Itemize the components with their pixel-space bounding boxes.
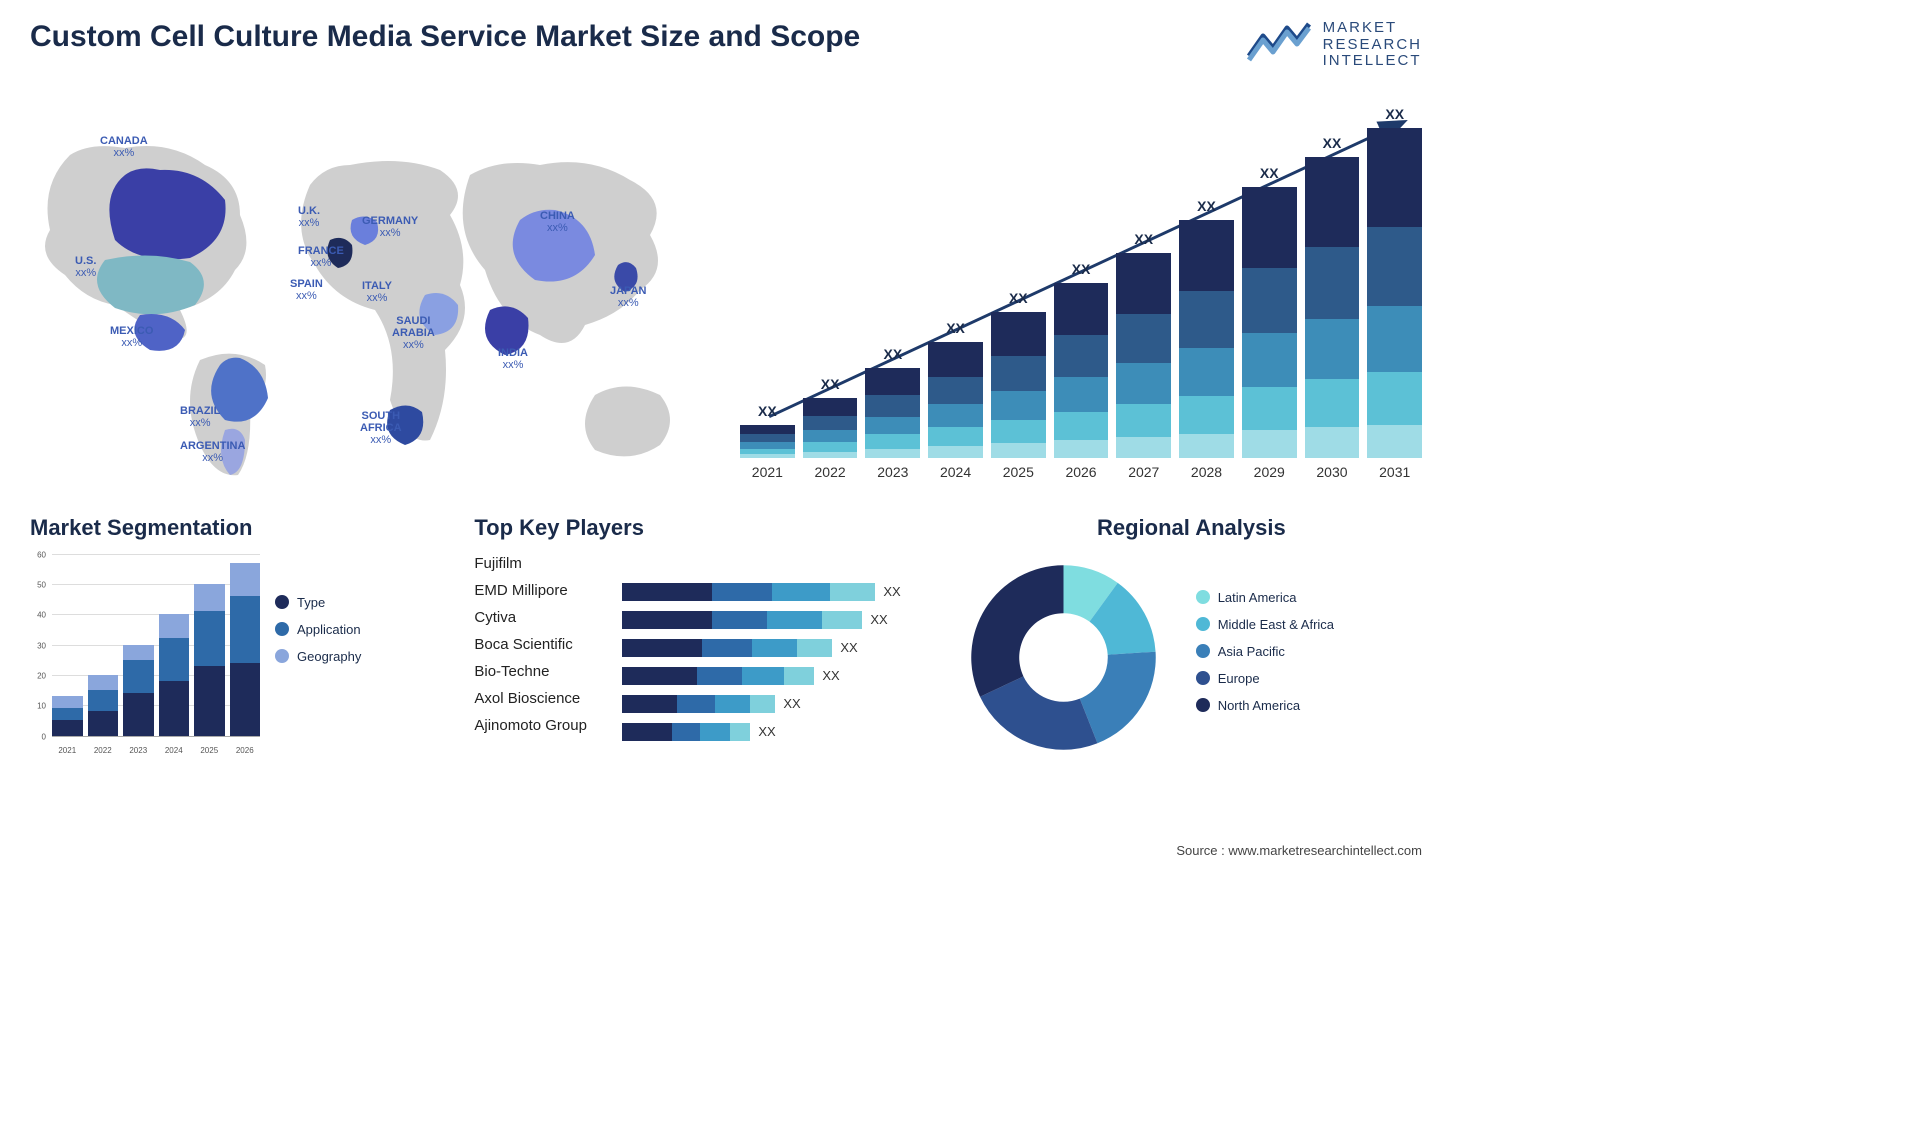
growth-bar: XX — [1054, 283, 1109, 458]
regional-chart: Latin America Middle East & Africa Asia Pa… — [961, 555, 1422, 760]
map-label: CHINAxx% — [540, 210, 575, 234]
growth-bar: XX — [1242, 187, 1297, 458]
brand-logo: MARKET RESEARCH INTELLECT — [1247, 20, 1422, 70]
player-bar-row: XX — [622, 583, 900, 601]
legend-item: Middle East & Africa — [1196, 617, 1334, 632]
regional-title: Regional Analysis — [961, 515, 1422, 541]
map-label: GERMANYxx% — [362, 215, 418, 239]
logo-icon — [1247, 22, 1311, 67]
growth-bar: XX — [803, 398, 858, 457]
player-name: Boca Scientific — [474, 636, 604, 653]
segmentation-title: Market Segmentation — [30, 515, 449, 541]
player-name: Fujifilm — [474, 555, 604, 572]
legend-item: Type — [275, 595, 361, 610]
growth-bar: XX — [928, 342, 983, 457]
player-bar-row: XX — [622, 611, 900, 629]
regional-donut — [961, 555, 1166, 760]
legend-item: Geography — [275, 649, 361, 664]
player-bar-row: XX — [622, 639, 900, 657]
map-label: SAUDIARABIAxx% — [392, 315, 435, 351]
map-label: U.S.xx% — [75, 255, 96, 279]
regional-legend: Latin America Middle East & Africa Asia Pa… — [1196, 590, 1334, 725]
key-players-title: Top Key Players — [474, 515, 935, 541]
segmentation-bar — [159, 614, 190, 735]
segmentation-bar — [52, 696, 83, 735]
growth-bar: XX — [1367, 128, 1422, 458]
map-label: BRAZILxx% — [180, 405, 220, 429]
legend-item: Latin America — [1196, 590, 1334, 605]
map-label: SPAINxx% — [290, 278, 323, 302]
growth-bar: XX — [865, 368, 920, 457]
player-bar-row: XX — [622, 695, 900, 713]
growth-bar: XX — [1305, 157, 1360, 457]
growth-bar: XX — [1179, 220, 1234, 458]
segmentation-chart: 0102030405060 202120222023202420252026 — [30, 555, 260, 755]
legend-item: North America — [1196, 698, 1334, 713]
legend-item: Asia Pacific — [1196, 644, 1334, 659]
growth-chart: XXXXXXXXXXXXXXXXXXXXXX 20212022202320242… — [740, 100, 1422, 480]
page-title: Custom Cell Culture Media Service Market… — [30, 20, 860, 54]
source-label: Source : www.marketresearchintellect.com — [1176, 843, 1422, 858]
map-label: JAPANxx% — [610, 285, 646, 309]
map-label: INDIAxx% — [498, 347, 528, 371]
map-label: U.K.xx% — [298, 205, 320, 229]
player-name: Ajinomoto Group — [474, 717, 604, 734]
logo-text: MARKET RESEARCH INTELLECT — [1323, 20, 1422, 70]
legend-item: Europe — [1196, 671, 1334, 686]
world-map: CANADAxx% U.S.xx% MEXICOxx% BRAZILxx% ARGENT… — [30, 100, 710, 480]
player-name: Bio-Techne — [474, 663, 604, 680]
player-bar-row: XX — [622, 667, 900, 685]
segmentation-legend: Type Application Geography — [275, 595, 361, 676]
legend-item: Application — [275, 622, 361, 637]
segmentation-bar — [230, 563, 261, 736]
segmentation-bar — [88, 675, 119, 736]
map-label: SOUTHAFRICAxx% — [360, 410, 402, 446]
map-label: ITALYxx% — [362, 280, 392, 304]
map-label: MEXICOxx% — [110, 325, 153, 349]
growth-bar: XX — [991, 312, 1046, 457]
player-name: Cytiva — [474, 609, 604, 626]
map-label: CANADAxx% — [100, 135, 148, 159]
player-name: EMD Millipore — [474, 582, 604, 599]
map-label: ARGENTINAxx% — [180, 440, 245, 464]
key-players-chart: Fujifilm EMD Millipore Cytiva Boca Scientif… — [474, 555, 935, 741]
map-label: FRANCExx% — [298, 245, 344, 269]
player-name: Axol Bioscience — [474, 690, 604, 707]
donut-slice — [971, 565, 1063, 697]
growth-bar: XX — [1116, 253, 1171, 458]
player-bar-row: XX — [622, 723, 900, 741]
segmentation-bar — [123, 645, 154, 736]
growth-bar: XX — [740, 425, 795, 458]
segmentation-bar — [194, 584, 225, 736]
